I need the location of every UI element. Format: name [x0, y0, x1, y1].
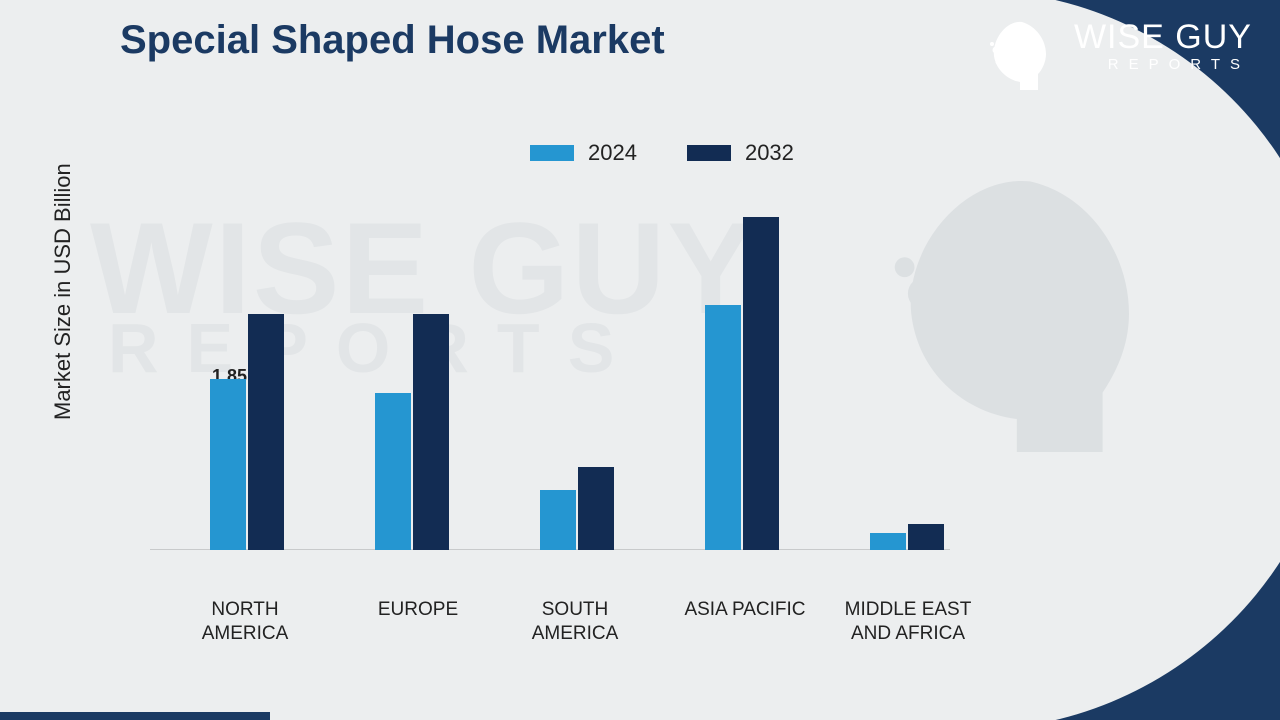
chart-title: Special Shaped Hose Market — [120, 18, 665, 63]
chart-area: Market Size in USD Billion 2024 2032 1.8… — [60, 140, 960, 700]
legend-label-2024: 2024 — [588, 140, 637, 166]
legend-item-2032: 2032 — [687, 140, 794, 166]
bar-group-ap — [705, 217, 779, 550]
category-label-sa: SOUTH AMERICA — [505, 598, 645, 646]
bar-group-mea — [870, 524, 944, 550]
brand-head-icon — [980, 18, 1050, 98]
bar-group-na — [210, 314, 284, 550]
bar-eu-2024 — [375, 393, 411, 550]
bar-na-2024 — [210, 379, 246, 550]
legend-item-2024: 2024 — [530, 140, 637, 166]
bar-na-2032 — [248, 314, 284, 550]
category-label-na: NORTH AMERICA — [175, 598, 315, 646]
bottom-accent-bar — [0, 712, 270, 720]
legend-swatch-2024 — [530, 145, 574, 161]
brand-block: WISE GUY REPORTS — [1074, 20, 1252, 73]
watermark-head-icon — [832, 155, 1162, 485]
bar-eu-2032 — [413, 314, 449, 550]
bar-sa-2032 — [578, 467, 614, 550]
y-axis-label: Market Size in USD Billion — [50, 163, 76, 420]
bar-sa-2024 — [540, 490, 576, 550]
legend-label-2032: 2032 — [745, 140, 794, 166]
bar-mea-2032 — [908, 524, 944, 550]
category-label-mea: MIDDLE EAST AND AFRICA — [838, 598, 978, 646]
category-label-eu: EUROPE — [348, 598, 488, 622]
brand-line2: REPORTS — [1074, 56, 1250, 73]
bar-ap-2024 — [705, 305, 741, 550]
legend-swatch-2032 — [687, 145, 731, 161]
bar-group-eu — [375, 314, 449, 550]
plot-region: 1.85 NORTH AMERICA EUROPE — [150, 180, 950, 550]
bar-group-sa — [540, 467, 614, 550]
bar-ap-2032 — [743, 217, 779, 550]
brand-line1: WISE GUY — [1074, 20, 1252, 54]
bar-mea-2024 — [870, 533, 906, 550]
page-root: WISE GUY REPORTS WISE GUY REPORTS Specia… — [0, 0, 1280, 720]
legend: 2024 2032 — [530, 140, 794, 166]
category-label-ap: ASIA PACIFIC — [675, 598, 815, 622]
